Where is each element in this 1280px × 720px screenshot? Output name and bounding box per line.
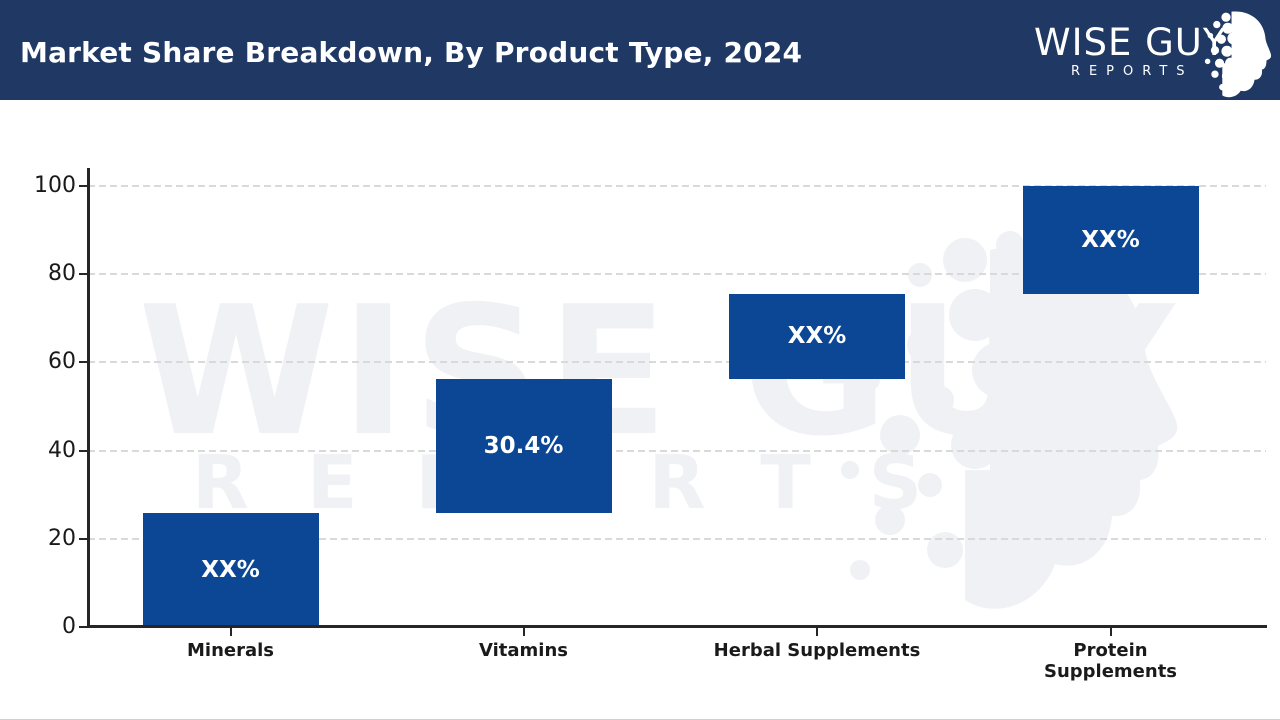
x-category-label: Vitamins — [479, 640, 568, 661]
gridline-80 — [88, 273, 1266, 276]
x-category-label: Herbal Supplements — [713, 640, 921, 661]
x-category-label: Minerals — [186, 640, 274, 661]
bar-value-label: XX% — [201, 557, 260, 584]
y-tick-label: 60 — [48, 349, 76, 375]
x-tick-mark — [229, 628, 232, 636]
bar-protein: XX% — [1022, 186, 1199, 294]
y-tick-mark — [79, 449, 88, 452]
y-tick-label: 20 — [48, 525, 76, 551]
y-tick-mark — [79, 626, 88, 628]
bar-value-label: 30.4% — [483, 433, 564, 460]
gridline-40 — [88, 449, 1266, 452]
wiseguy-logo-text: WISE GUY REPORTS — [1034, 21, 1227, 80]
logo-subtext: REPORTS — [1070, 64, 1194, 79]
gridline-20 — [88, 537, 1266, 540]
y-tick-mark — [79, 361, 88, 364]
y-tick-label: 40 — [48, 437, 76, 463]
y-tick-label: 80 — [48, 261, 76, 287]
wiseguy-head-icon — [1180, 8, 1272, 104]
watermark-head-icon — [740, 220, 1210, 624]
bar-minerals: XX% — [142, 513, 319, 627]
gridline-100 — [88, 185, 1266, 187]
y-tick-mark — [79, 185, 88, 187]
y-axis-line — [87, 168, 90, 628]
x-axis-line — [87, 625, 1267, 628]
y-tick-label: 100 — [34, 173, 76, 198]
bar-vitamins: 30.4% — [435, 379, 612, 514]
chart-canvas: WISE GUY REPORTS — [0, 100, 1280, 719]
y-tick-mark — [79, 537, 88, 540]
x-tick-mark — [522, 628, 525, 636]
y-tick-label: 0 — [62, 614, 76, 639]
x-tick-mark — [816, 628, 818, 636]
y-tick-mark — [79, 273, 88, 276]
logo-wordmark: WISE GUY — [1034, 21, 1227, 64]
wiseguy-logo: WISE GUY REPORTS — [1016, 6, 1272, 98]
header-band: Market Share Breakdown, By Product Type,… — [0, 0, 1280, 100]
bar-herbal: XX% — [729, 293, 905, 380]
x-category-label: Protein Supplements — [1043, 640, 1178, 682]
bar-value-label: XX% — [787, 323, 847, 350]
page-title: Market Share Breakdown, By Product Type,… — [20, 36, 803, 69]
gridline-60 — [88, 361, 1266, 364]
bar-value-label: XX% — [1081, 226, 1140, 253]
x-tick-mark — [1109, 628, 1112, 636]
